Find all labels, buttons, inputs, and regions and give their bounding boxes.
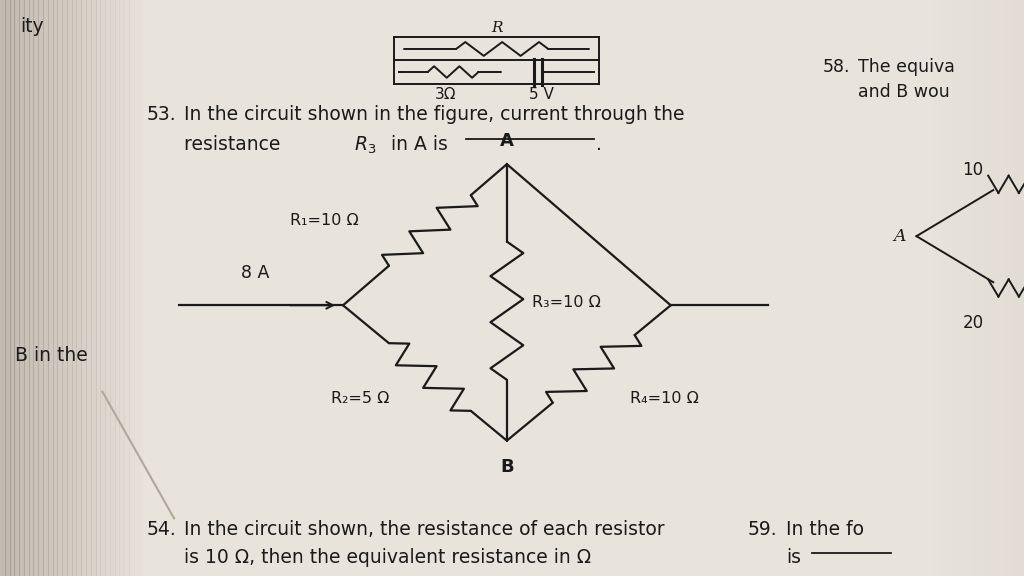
Text: A: A <box>894 228 906 245</box>
Text: 58.: 58. <box>822 58 850 75</box>
Bar <box>19 0 25 576</box>
Bar <box>29 0 35 576</box>
Bar <box>942 0 952 576</box>
Bar <box>134 0 139 576</box>
Text: B: B <box>500 458 514 476</box>
Text: in A is: in A is <box>391 135 449 154</box>
Bar <box>105 0 111 576</box>
Bar <box>993 0 1004 576</box>
Bar <box>0 0 6 576</box>
Bar <box>62 0 68 576</box>
Bar <box>48 0 53 576</box>
Text: R₁=10 Ω: R₁=10 Ω <box>290 213 358 228</box>
Text: 8 A: 8 A <box>241 264 269 282</box>
Bar <box>129 0 135 576</box>
Bar <box>91 0 96 576</box>
Bar <box>983 0 993 576</box>
Bar <box>100 0 106 576</box>
Bar <box>932 0 942 576</box>
Bar <box>952 0 963 576</box>
Bar <box>72 0 78 576</box>
Bar <box>115 0 121 576</box>
Bar <box>120 0 125 576</box>
Text: and B wou: and B wou <box>858 83 950 101</box>
Text: R₄=10 Ω: R₄=10 Ω <box>630 391 698 407</box>
Bar <box>14 0 20 576</box>
Text: R₃=10 Ω: R₃=10 Ω <box>532 295 601 310</box>
Text: R₂=5 Ω: R₂=5 Ω <box>331 391 389 407</box>
Text: A: A <box>500 132 514 150</box>
Bar <box>57 0 63 576</box>
Bar <box>81 0 87 576</box>
Text: In the circuit shown in the figure, current through the: In the circuit shown in the figure, curr… <box>184 105 685 124</box>
Bar <box>95 0 101 576</box>
Bar <box>52 0 58 576</box>
Text: $R_3$: $R_3$ <box>354 135 377 156</box>
Text: 10: 10 <box>963 161 984 179</box>
Text: ity: ity <box>20 17 44 36</box>
Bar <box>86 0 92 576</box>
Bar <box>922 0 932 576</box>
Bar <box>110 0 116 576</box>
Bar <box>124 0 130 576</box>
Text: 20: 20 <box>963 314 984 332</box>
Bar <box>138 0 144 576</box>
Text: 5 V: 5 V <box>529 87 554 102</box>
Text: In the circuit shown, the resistance of each resistor: In the circuit shown, the resistance of … <box>184 520 665 539</box>
Text: 54.: 54. <box>146 520 176 539</box>
Text: .: . <box>596 135 602 154</box>
Bar <box>38 0 44 576</box>
Bar <box>5 0 10 576</box>
Text: B in the: B in the <box>15 346 88 365</box>
Text: is 10 Ω, then the equivalent resistance in Ω: is 10 Ω, then the equivalent resistance … <box>184 548 592 567</box>
Bar <box>1004 0 1014 576</box>
Bar <box>67 0 73 576</box>
Text: R: R <box>490 21 503 35</box>
Bar <box>1014 0 1024 576</box>
Bar <box>973 0 983 576</box>
Text: The equiva: The equiva <box>858 58 955 75</box>
Text: 53.: 53. <box>146 105 176 124</box>
Bar <box>963 0 973 576</box>
Text: 59.: 59. <box>748 520 777 539</box>
Bar <box>34 0 39 576</box>
Text: resistance: resistance <box>184 135 287 154</box>
Text: 3Ω: 3Ω <box>435 87 456 102</box>
Text: is: is <box>786 548 802 567</box>
Bar <box>9 0 15 576</box>
Bar <box>43 0 49 576</box>
Bar <box>24 0 30 576</box>
Bar <box>77 0 82 576</box>
Text: In the fo: In the fo <box>786 520 864 539</box>
